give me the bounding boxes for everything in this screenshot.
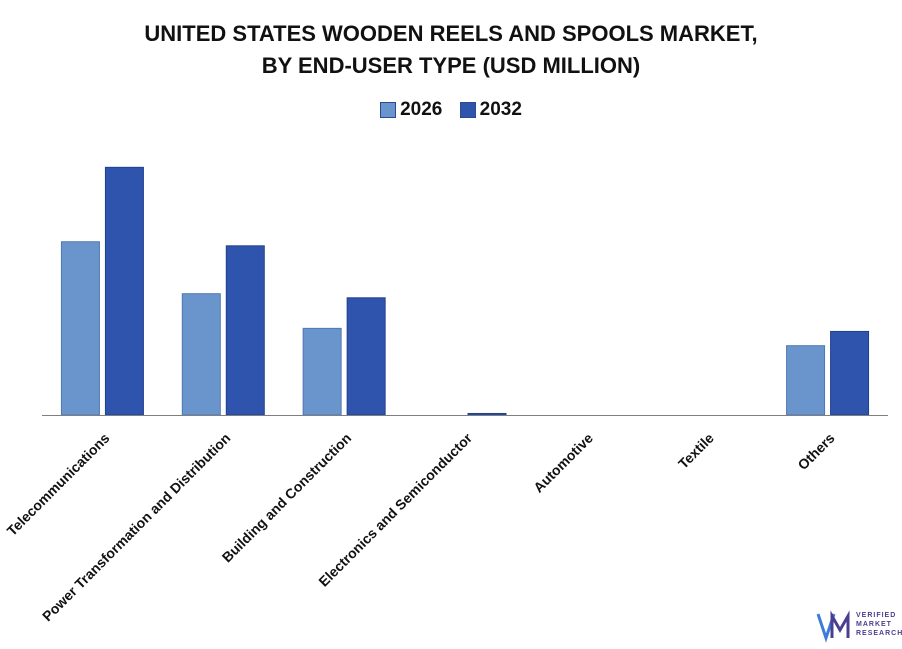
x-tick-label: Textile	[675, 430, 717, 472]
chart-legend: 2026 2032	[0, 99, 902, 124]
bar-2026-power-transformation-and-distribution	[181, 293, 221, 416]
x-tick-label: Building and Construction	[219, 430, 355, 566]
bar-2032-power-transformation-and-distribution	[225, 245, 265, 416]
x-tick-label: Automotive	[530, 430, 596, 496]
legend-swatch-2026	[380, 102, 397, 118]
chart-title: UNITED STATES WOODEN REELS AND SPOOLS MA…	[0, 18, 902, 82]
vmr-logo: VERIFIED MARKET RESEARCH	[816, 608, 902, 644]
logo-text-market: MARKET	[856, 621, 892, 628]
bar-2026-building-and-construction	[302, 327, 342, 416]
vmr-logo-icon	[816, 610, 850, 643]
legend-swatch-2032	[459, 102, 476, 118]
logo-text-verified: VERIFIED	[856, 612, 897, 619]
bar-2032-building-and-construction	[346, 297, 386, 416]
x-tick-label: Power Transformation and Distribution	[39, 430, 233, 624]
legend-label-2032: 2032	[479, 99, 522, 120]
logo-text-research: RESEARCH	[856, 630, 902, 637]
x-tick-label: Others	[794, 430, 837, 473]
legend-label-2026: 2026	[400, 99, 443, 120]
chart-title-line-2: BY END-USER TYPE (USD MILLION)	[261, 53, 641, 78]
bar-2026-others	[786, 345, 826, 416]
legend-item-2026: 2026	[380, 99, 442, 121]
bar-2032-telecommunications	[104, 166, 144, 416]
chart-title-line-1: UNITED STATES WOODEN REELS AND SPOOLS MA…	[144, 21, 758, 46]
bar-2032-electronics-and-semiconductor	[467, 412, 507, 416]
legend-item-2032: 2032	[459, 99, 522, 121]
bar-2032-others	[830, 330, 870, 416]
x-tick-label: Telecommunications	[4, 430, 113, 539]
bar-2026-telecommunications	[60, 241, 100, 416]
